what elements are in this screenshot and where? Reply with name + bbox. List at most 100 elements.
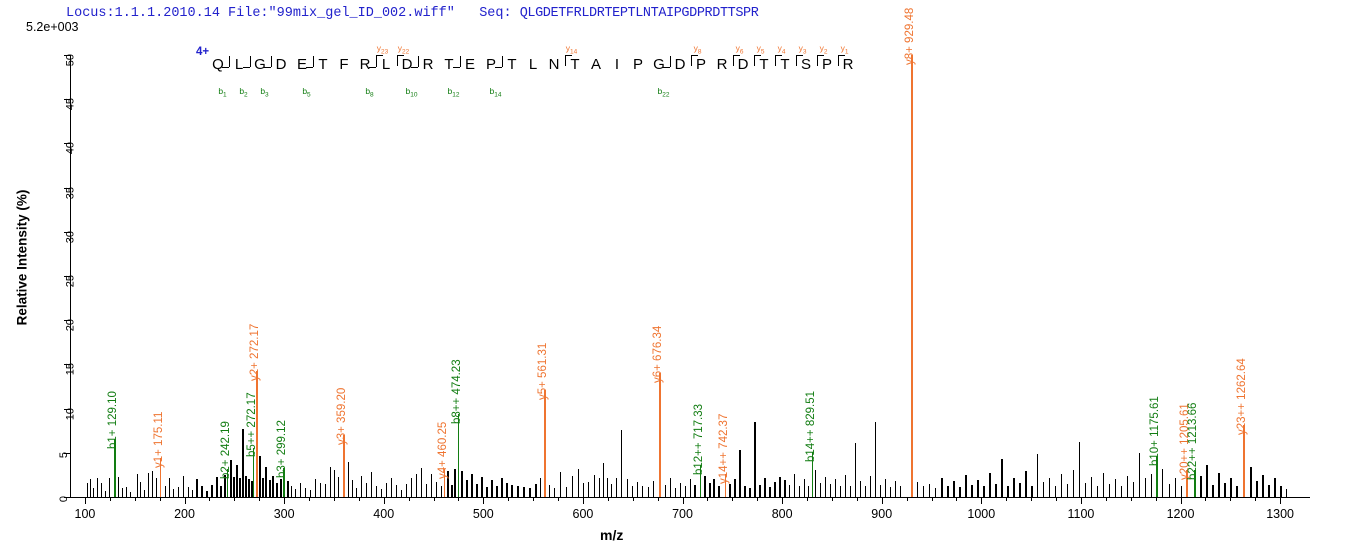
- y-ion-label: y3: [798, 43, 807, 56]
- sequence-residue: E: [464, 56, 476, 73]
- spectrum-peak: [415, 474, 417, 497]
- peak-label: b14++ 829.51: [804, 390, 817, 462]
- y-ion-cleavage-head: [753, 55, 761, 56]
- spectrum-peak: [718, 486, 720, 497]
- x-axis-major-tick: [383, 497, 385, 504]
- peak-label: b8++ 474.23: [450, 359, 463, 424]
- spectrum-peak: [1286, 489, 1288, 497]
- spectrum-peak: [466, 480, 468, 497]
- spectrum-peak: [248, 479, 250, 497]
- b-ion-cleavage-foot: [305, 67, 313, 68]
- spectrum-peak: [774, 481, 776, 497]
- spectrum-peak: [476, 483, 478, 497]
- spectrum-peak: [300, 482, 302, 497]
- b-ion-label: b22: [657, 86, 670, 99]
- spectrum-peak: [220, 485, 222, 497]
- y-axis-tick: [64, 497, 70, 498]
- x-axis-minor-tick: [309, 497, 311, 501]
- x-axis-minor-tick: [109, 497, 111, 501]
- annotated-peak-b: [1194, 470, 1196, 497]
- x-axis-minor-tick: [408, 497, 410, 501]
- peak-label: y14++ 742.37: [717, 413, 730, 485]
- x-axis-tick-label: 500: [472, 507, 494, 521]
- spectrum-peak: [593, 474, 596, 497]
- spectrum-peak: [684, 486, 686, 497]
- spectrum-peak: [759, 484, 761, 497]
- spectrum-peak: [679, 482, 681, 497]
- spectrum-peak: [754, 421, 756, 497]
- spectrum-peak: [486, 487, 488, 497]
- spectrum-peak: [941, 477, 943, 497]
- spectrum-peak: [749, 488, 751, 497]
- spectrum-peak: [224, 474, 226, 497]
- y-ion-label: y1: [840, 43, 849, 56]
- peak-label: y1+ 175.11: [152, 411, 165, 469]
- x-axis-minor-tick: [558, 497, 560, 501]
- y-axis-tick: [64, 231, 70, 233]
- spectrum-peak: [769, 487, 771, 497]
- spectrum-peak: [554, 488, 556, 497]
- header-info: Locus:1.1.1.2010.14 File:"99mix_gel_ID_0…: [66, 6, 759, 21]
- spectrum-peak: [869, 475, 872, 497]
- sequence-residue: L: [234, 56, 244, 73]
- spectrum-peak: [182, 475, 184, 497]
- spectrum-peak: [117, 476, 120, 497]
- b-ion-label: b14: [489, 86, 502, 99]
- spectrum-peak: [447, 471, 449, 497]
- sequence-residue: Q: [212, 56, 224, 73]
- spectrum-peak: [834, 479, 837, 497]
- x-axis-minor-tick: [458, 497, 460, 501]
- peak-label: b2+ 242.19: [219, 420, 232, 479]
- y-ion-label: y23: [376, 43, 389, 56]
- spectrum-peak: [201, 486, 203, 497]
- x-axis-minor-tick: [1006, 497, 1008, 501]
- sequence-residue: T: [780, 56, 790, 73]
- spectrum-peak: [390, 478, 393, 497]
- spectrum-peak: [425, 483, 427, 497]
- intensity-scale-label: 5.2e+003: [26, 20, 79, 34]
- x-axis-major-tick: [981, 497, 983, 504]
- spectrum-peak: [151, 471, 154, 497]
- spectrum-peak: [196, 479, 198, 497]
- spectrum-peak: [1206, 465, 1208, 497]
- spectrum-peak: [360, 475, 363, 497]
- spectrum-peak: [977, 480, 979, 497]
- spectrum-peak: [172, 489, 174, 497]
- y-ion-cleavage-mark: [795, 55, 797, 66]
- spectrum-peak: [351, 480, 354, 497]
- y-ion-cleavage-head: [375, 55, 383, 56]
- spectrum-peak: [405, 483, 408, 497]
- x-axis-minor-tick: [1205, 497, 1207, 501]
- spectrum-peak: [259, 456, 261, 497]
- spectrum-peak: [1061, 474, 1063, 497]
- annotated-peak-b: [113, 438, 116, 497]
- b-ion-cleavage-foot: [410, 67, 418, 68]
- spectrum-peak: [1262, 474, 1264, 497]
- annotated-peak-b: [811, 451, 814, 497]
- peak-label: y6+ 676.34: [651, 326, 664, 384]
- x-axis-minor-tick: [433, 497, 435, 501]
- sequence-residue: P: [632, 56, 644, 73]
- y-ion-cleavage-head: [732, 55, 740, 56]
- spectrum-peak: [824, 476, 827, 497]
- x-axis-major-tick: [284, 497, 286, 504]
- sequence-residue: D: [275, 56, 287, 73]
- spectrum-peak: [1126, 475, 1129, 497]
- sequence-residue: T: [318, 56, 328, 73]
- spectrum-peak: [1037, 453, 1039, 497]
- spectrum-peak: [287, 481, 289, 497]
- spectrum-peak: [430, 474, 432, 497]
- y-axis-tick: [64, 187, 70, 189]
- spectrum-peak: [385, 482, 388, 497]
- spectrum-peak: [265, 466, 267, 497]
- spectrum-peak: [1274, 478, 1276, 497]
- x-axis-minor-tick: [757, 497, 759, 501]
- y-ion-cleavage-mark: [690, 55, 692, 66]
- x-axis-tick-label: 700: [672, 507, 693, 521]
- sequence-residue: R: [422, 56, 434, 73]
- spectrum-peak: [319, 482, 322, 497]
- spectrum-peak: [291, 486, 293, 497]
- spectrum-peak: [713, 479, 715, 497]
- y-axis-tick-label: 15: [64, 363, 77, 376]
